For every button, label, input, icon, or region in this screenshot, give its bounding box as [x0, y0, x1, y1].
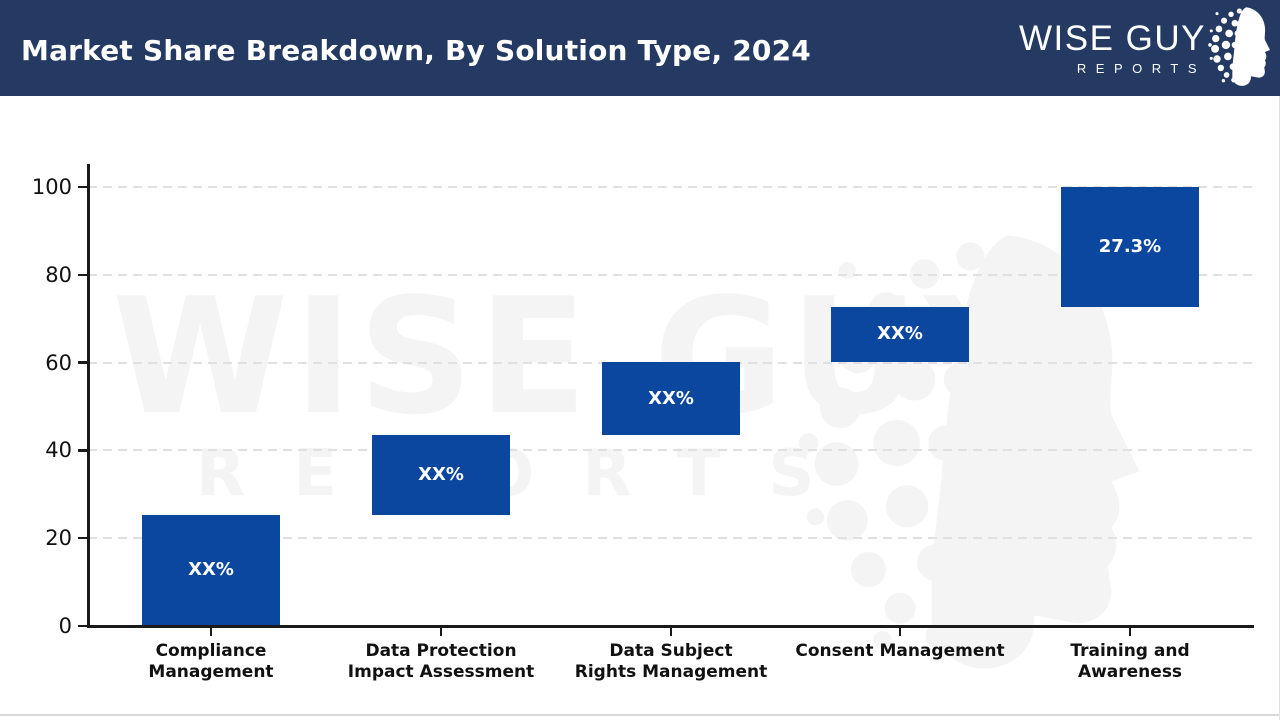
page-title: Market Share Breakdown, By Solution Type…: [21, 34, 811, 67]
header-bar: Market Share Breakdown, By Solution Type…: [0, 0, 1280, 96]
y-axis-tick-label-100: 100: [31, 175, 72, 199]
gridline-40: [88, 449, 1254, 452]
y-axis-line: [86, 164, 90, 628]
gridline-100: [88, 186, 1254, 188]
bar-value-label-data-subject-rights-management: XX%: [648, 387, 694, 409]
logo-head-icon: [1208, 6, 1272, 89]
wise-guy-reports-logo: WISE GUY REPORTS: [1019, 6, 1272, 89]
footer-divider: [0, 714, 1280, 716]
x-axis-tick-data-protection-impact-assessment: [439, 627, 443, 636]
logo-reports-label: REPORTS: [1076, 60, 1206, 76]
y-axis-tick-label-80: 80: [45, 262, 72, 287]
bar-value-label-compliance-management: XX%: [188, 559, 234, 581]
bar-data-protection-impact-assessment: [372, 435, 510, 515]
y-axis-tick-label-60: 60: [45, 350, 72, 375]
x-axis-tick-consent-management: [898, 627, 902, 636]
x-axis-label-data-subject-rights-management: Data Subject Rights Management: [574, 641, 768, 682]
x-axis-tick-training-and-awareness: [1128, 627, 1132, 636]
x-axis-tick-compliance-management: [209, 627, 213, 636]
x-axis-label-training-and-awareness: Training and Awareness: [1070, 641, 1190, 682]
bar-consent-management: [831, 306, 969, 362]
gridline-20: [88, 537, 1254, 540]
logo-text: WISE GUY REPORTS: [1018, 18, 1206, 76]
x-axis-tick-data-subject-rights-management: [669, 627, 673, 636]
y-axis-tick-label-0: 0: [58, 614, 72, 638]
y-axis-tick-0: [78, 624, 87, 628]
y-axis-tick-60: [78, 361, 87, 364]
y-axis-tick-40: [78, 449, 87, 452]
bar-value-label-data-protection-impact-assessment: XX%: [418, 464, 464, 486]
bar-value-label-training-and-awareness: 27.3%: [1098, 235, 1162, 257]
bar-training-and-awareness: [1061, 187, 1199, 307]
logo-wiseguy-label: WISE GUY: [1018, 18, 1206, 58]
gridline-80: [88, 273, 1254, 276]
x-axis-label-consent-management: Consent Management: [795, 641, 1005, 661]
y-axis-tick-20: [78, 536, 87, 540]
y-axis-tick-label-20: 20: [45, 526, 72, 551]
x-axis-line: [86, 624, 1254, 628]
x-axis-label-data-protection-impact-assessment: Data Protection Impact Assessment: [347, 641, 535, 682]
y-axis-tick-label-40: 40: [45, 438, 72, 463]
bar-data-subject-rights-management: [602, 361, 740, 436]
y-axis-tick-80: [78, 273, 87, 277]
bar-compliance-management: [142, 514, 280, 626]
bar-value-label-consent-management: XX%: [877, 323, 923, 345]
x-axis-label-compliance-management: Compliance Management: [148, 641, 274, 682]
y-axis-tick-100: [78, 185, 87, 189]
